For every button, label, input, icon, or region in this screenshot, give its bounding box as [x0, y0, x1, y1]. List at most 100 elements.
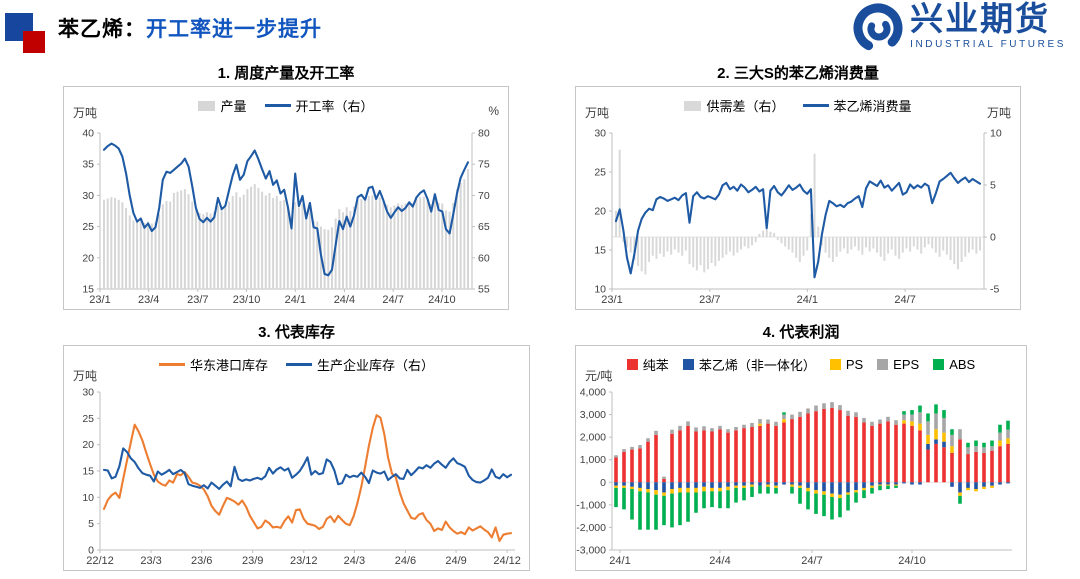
chart1-title: 1. 周度产量及开工率 — [217, 65, 355, 82]
chart1-legend: 产量 开工率（右） — [64, 96, 508, 115]
legend-item: 供需差（右） — [684, 96, 785, 115]
svg-text:1,000: 1,000 — [580, 454, 606, 466]
svg-text:20: 20 — [82, 252, 94, 264]
legend-item: 华东港口库存 — [158, 355, 268, 374]
svg-text:23/1: 23/1 — [89, 294, 110, 306]
legend-swatch-square — [877, 359, 889, 370]
svg-text:23/6: 23/6 — [191, 555, 212, 567]
legend-label: 华东港口库存 — [189, 358, 268, 373]
chart4-plot: 4,0003,0002,0001,0000-1,000-2,000-3,0002… — [576, 387, 1012, 567]
svg-text:30: 30 — [594, 128, 606, 140]
legend-item: 苯乙烯消费量 — [802, 96, 912, 115]
svg-text:24/4: 24/4 — [334, 294, 355, 306]
legend-label: 供需差（右） — [706, 99, 785, 114]
svg-text:65: 65 — [478, 221, 490, 233]
page-title: 苯乙烯：开工率进一步提升 — [58, 13, 322, 43]
chart3-legend: 华东港口库存 生产企业库存（右） — [64, 355, 529, 374]
legend-label: ABS — [949, 357, 976, 372]
svg-text:23/3: 23/3 — [140, 555, 161, 567]
legend-label: 开工率（右） — [295, 99, 374, 114]
svg-text:25: 25 — [594, 167, 606, 179]
legend-swatch-square — [829, 359, 841, 370]
svg-text:10: 10 — [82, 492, 94, 504]
svg-text:24/3: 24/3 — [344, 555, 365, 567]
svg-text:0: 0 — [600, 477, 606, 489]
legend-label: 苯乙烯（非一体化） — [698, 358, 816, 373]
svg-text:24/9: 24/9 — [445, 555, 466, 567]
chart2-title: 2. 三大S的苯乙烯消费量 — [717, 65, 879, 82]
chart2-legend: 供需差（右） 苯乙烯消费量 — [576, 96, 1020, 115]
svg-text:25: 25 — [82, 221, 94, 233]
right-axis-unit: % — [488, 104, 499, 118]
svg-text:23/9: 23/9 — [242, 555, 263, 567]
legend-swatch-line — [286, 363, 312, 366]
chart1-plot: 40 35 30 25 20 15 80 75 70 65 60 55 23/1 23/4 23/7 23/1… — [82, 128, 490, 307]
svg-text:55: 55 — [478, 284, 490, 296]
svg-text:24/1: 24/1 — [285, 294, 306, 306]
legend-item: ABS — [933, 357, 975, 372]
company-logo: 兴业期货 INDUSTRIAL FUTURES — [852, 2, 1066, 54]
legend-swatch-line — [158, 363, 185, 366]
legend-item: 纯苯 — [626, 355, 669, 374]
legend-swatch-line — [264, 104, 291, 107]
svg-text:24/1: 24/1 — [609, 555, 630, 567]
svg-text:20: 20 — [594, 206, 606, 218]
svg-text:15: 15 — [82, 284, 94, 296]
left-axis-unit: 元/吨 — [585, 369, 613, 383]
svg-text:24/7: 24/7 — [894, 294, 915, 306]
svg-text:20: 20 — [82, 439, 94, 451]
legend-item: 开工率（右） — [264, 96, 374, 115]
legend-swatch-square — [626, 359, 638, 370]
svg-text:60: 60 — [478, 252, 490, 264]
legend-item: PS — [829, 357, 863, 372]
left-axis-unit: 万吨 — [73, 106, 98, 120]
svg-text:24/7: 24/7 — [382, 294, 403, 306]
chart1-card: 产量 开工率（右） 万吨 % 40 35 30 25 20 15 80 75 70 65 60 55 2… — [63, 86, 509, 310]
page-title-topic: 苯乙烯： — [58, 18, 146, 41]
legend-item: 产量 — [198, 96, 247, 115]
svg-text:24/6: 24/6 — [395, 555, 416, 567]
svg-text:23/7: 23/7 — [699, 294, 720, 306]
svg-text:-5: -5 — [990, 284, 999, 296]
legend-item: EPS — [877, 357, 919, 372]
logo-name: 兴业期货 — [910, 2, 1051, 38]
svg-text:5: 5 — [88, 518, 94, 530]
svg-text:-2,000: -2,000 — [576, 522, 606, 534]
legend-label: EPS — [893, 357, 920, 372]
legend-swatch-bar — [684, 100, 702, 111]
page-title-highlight: 开工率进一步提升 — [146, 18, 322, 41]
legend-swatch-bar — [198, 100, 216, 111]
svg-text:35: 35 — [82, 159, 94, 171]
header-deco-red-square — [23, 31, 45, 53]
chart4-title: 4. 代表利润 — [762, 324, 840, 341]
logo-swirl-icon — [853, 3, 903, 53]
svg-text:24/4: 24/4 — [709, 555, 730, 567]
svg-text:24/7: 24/7 — [801, 555, 822, 567]
svg-text:23/12: 23/12 — [290, 555, 318, 567]
svg-text:5: 5 — [990, 180, 996, 192]
svg-text:25: 25 — [82, 413, 94, 425]
legend-label: 产量 — [220, 99, 247, 114]
svg-text:23/4: 23/4 — [138, 294, 159, 306]
svg-text:10: 10 — [990, 128, 1002, 140]
chart2-plot: 30 25 20 15 10 10 5 0 -5 23/1 23/7 24/1 24/7 — [594, 128, 1002, 307]
svg-text:24/10: 24/10 — [898, 555, 926, 567]
svg-text:22/12: 22/12 — [86, 555, 114, 567]
svg-text:10: 10 — [594, 284, 606, 296]
svg-text:24/12: 24/12 — [493, 555, 521, 567]
svg-text:23/10: 23/10 — [233, 294, 261, 306]
right-axis-unit: 万吨 — [986, 106, 1011, 120]
legend-swatch-line — [802, 104, 829, 107]
svg-text:30: 30 — [82, 387, 94, 399]
svg-text:0: 0 — [990, 232, 996, 244]
legend-label: 苯乙烯消费量 — [833, 99, 912, 114]
legend-item: 苯乙烯（非一体化） — [682, 355, 816, 374]
legend-swatch-square — [933, 359, 945, 370]
svg-text:15: 15 — [82, 466, 94, 478]
chart3-plot: 30 25 20 15 10 5 022/12 23/3 23/6 23/9 23/12 24/3 24… — [82, 387, 521, 568]
logo-subtitle: INDUSTRIAL FUTURES — [910, 39, 1066, 50]
chart2-card: 供需差（右） 苯乙烯消费量 万吨 万吨 30 25 20 15 10 10 5 0 -5 23/1… — [575, 86, 1021, 310]
svg-text:24/1: 24/1 — [797, 294, 818, 306]
svg-text:-3,000: -3,000 — [576, 545, 606, 557]
